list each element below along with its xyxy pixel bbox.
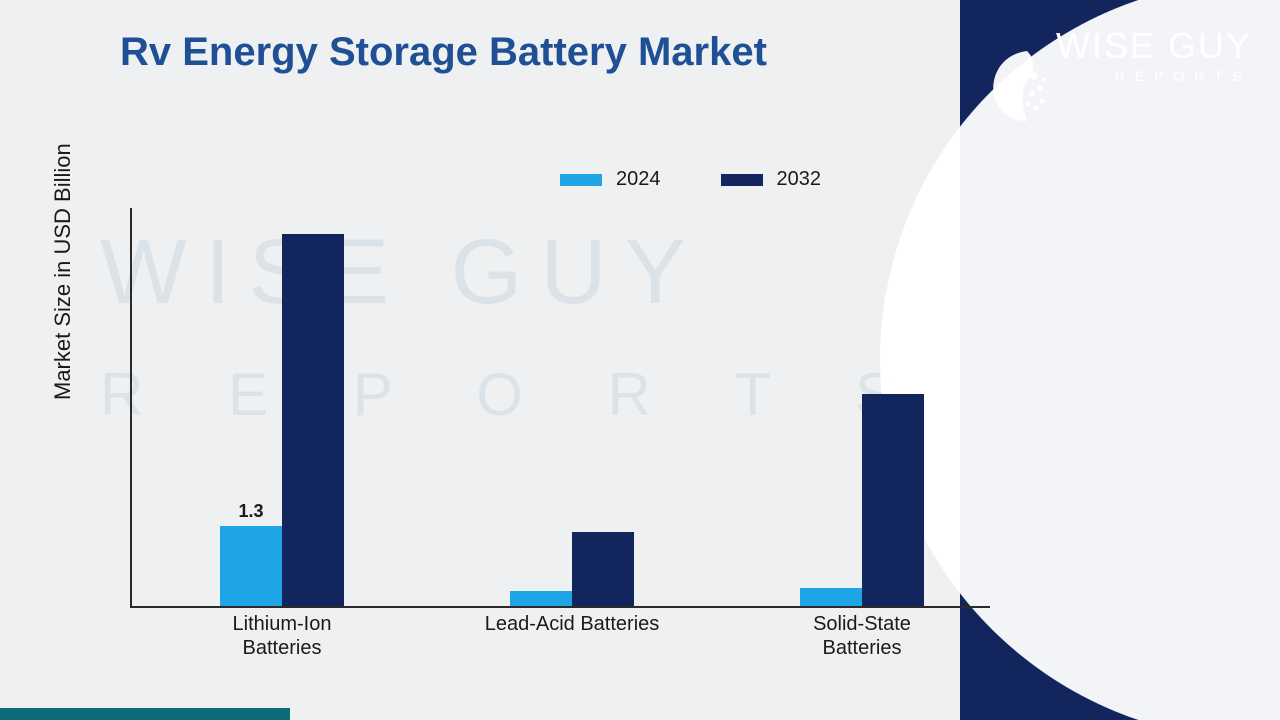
y-axis-label: Market Size in USD Billion [50,143,76,400]
chart-canvas: WISE GUY R E P O R T S WISE GUY REPORTS … [0,0,1280,720]
bar-value-label-0a: 1.3 [238,501,263,522]
bar-2032-leadacid [572,532,634,606]
legend-item-2032: 2032 [721,168,822,191]
legend-label-2032: 2032 [777,168,822,191]
bar-2032-solidstate [862,394,924,606]
legend-swatch-2032 [721,174,763,186]
bar-2024-solidstate [800,588,862,606]
bar-2032-lithium [282,234,344,606]
category-label-0: Lithium-Ion Batteries [192,612,372,660]
footer-accent-bar [0,708,290,720]
legend-label-2024: 2024 [616,168,661,191]
legend-item-2024: 2024 [560,168,661,191]
legend: 2024 2032 [560,168,821,191]
logo-text-main: WISE GUY [1056,28,1252,64]
chart-title: Rv Energy Storage Battery Market [120,30,767,75]
bar-2024-lithium [220,526,282,606]
bar-2024-leadacid [510,591,572,606]
category-label-1: Lead-Acid Batteries [482,612,662,636]
logo-text-sub: REPORTS [1056,68,1252,84]
brand-logo: WISE GUY REPORTS [1056,28,1252,84]
plot-area: 1.3 Lithium-Ion Batteries Lead-Acid Batt… [130,208,990,608]
legend-swatch-2024 [560,174,602,186]
category-label-2: Solid-State Batteries [772,612,952,660]
logo-head-icon [982,46,1052,126]
